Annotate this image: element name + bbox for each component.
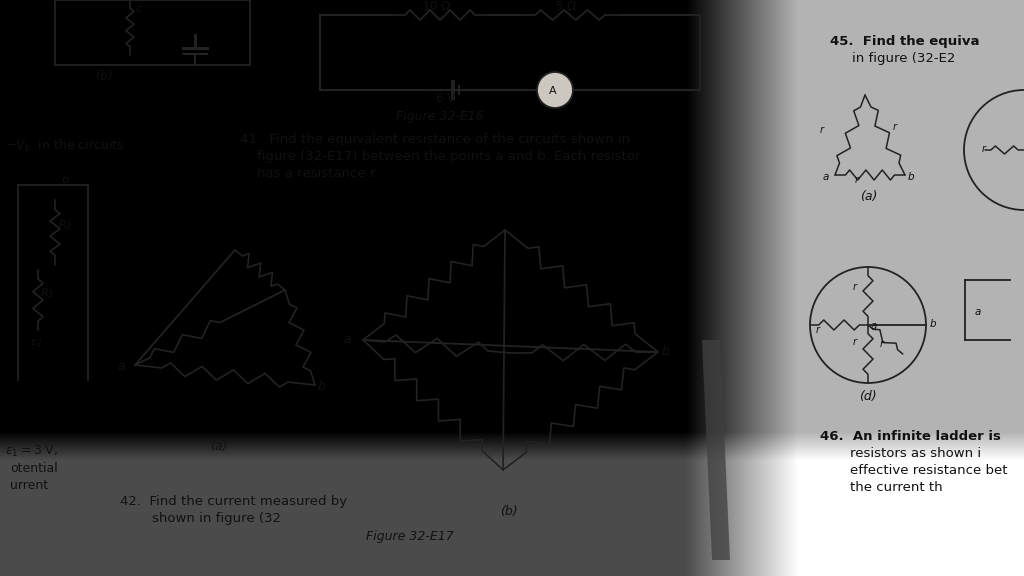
Text: r: r	[880, 339, 884, 349]
Text: a: a	[117, 360, 125, 373]
Text: b: b	[318, 380, 326, 393]
Text: 6 V: 6 V	[436, 92, 456, 105]
Text: r: r	[853, 282, 857, 292]
Text: (b): (b)	[500, 505, 517, 518]
Text: r: r	[853, 337, 857, 347]
Text: $R_2$: $R_2$	[58, 218, 72, 232]
Text: b: b	[930, 319, 937, 329]
Text: 10 $\Omega$: 10 $\Omega$	[422, 0, 452, 13]
Text: Figure 32-E16: Figure 32-E16	[396, 110, 484, 123]
Text: a: a	[871, 321, 878, 331]
Text: $R_3$: $R_3$	[40, 286, 54, 300]
Text: a: a	[975, 307, 981, 317]
Text: (d): (d)	[859, 390, 877, 403]
Text: (b): (b)	[95, 70, 113, 83]
Text: figure (32-E17) between the points a and b. Each resistor: figure (32-E17) between the points a and…	[257, 150, 640, 163]
Text: (a): (a)	[860, 190, 878, 203]
Circle shape	[537, 72, 573, 108]
Polygon shape	[702, 340, 730, 560]
Text: resistors as shown i: resistors as shown i	[850, 447, 981, 460]
Text: r: r	[816, 325, 820, 335]
Text: a: a	[823, 172, 829, 182]
Text: shown in figure (32: shown in figure (32	[152, 512, 281, 525]
Text: effective resistance bet: effective resistance bet	[850, 464, 1008, 477]
Text: A: A	[549, 86, 557, 96]
Text: b: b	[62, 175, 70, 185]
Text: $\varepsilon_2$: $\varepsilon_2$	[30, 337, 42, 349]
Text: $\varepsilon_1 = 3$ V,: $\varepsilon_1 = 3$ V,	[5, 444, 58, 459]
Text: $-V_b$  in the circuits: $-V_b$ in the circuits	[5, 138, 124, 154]
Text: 45.  Find the equiva: 45. Find the equiva	[830, 35, 980, 48]
Text: in figure (32-E2: in figure (32-E2	[852, 52, 955, 65]
Text: urrent: urrent	[10, 479, 48, 492]
Text: r: r	[820, 125, 824, 135]
Text: c: c	[135, 4, 141, 14]
Text: has a resistance r.: has a resistance r.	[257, 167, 378, 180]
Text: r: r	[982, 144, 986, 154]
Text: (a): (a)	[210, 440, 227, 453]
Text: 5 $\Omega$: 5 $\Omega$	[555, 0, 577, 13]
Text: a: a	[343, 333, 350, 346]
Text: r: r	[893, 122, 897, 132]
Text: r: r	[855, 175, 859, 185]
Text: b: b	[662, 345, 670, 358]
Text: 46.  An infinite ladder is: 46. An infinite ladder is	[820, 430, 1000, 443]
Text: 41.  Find the equivalent resistance of the circuits shown in: 41. Find the equivalent resistance of th…	[240, 133, 630, 146]
Text: the current th: the current th	[850, 481, 943, 494]
Text: otential: otential	[10, 462, 57, 475]
Text: 42.  Find the current measured by: 42. Find the current measured by	[120, 495, 347, 508]
Text: Figure 32-E17: Figure 32-E17	[367, 530, 454, 543]
Text: b: b	[908, 172, 914, 182]
